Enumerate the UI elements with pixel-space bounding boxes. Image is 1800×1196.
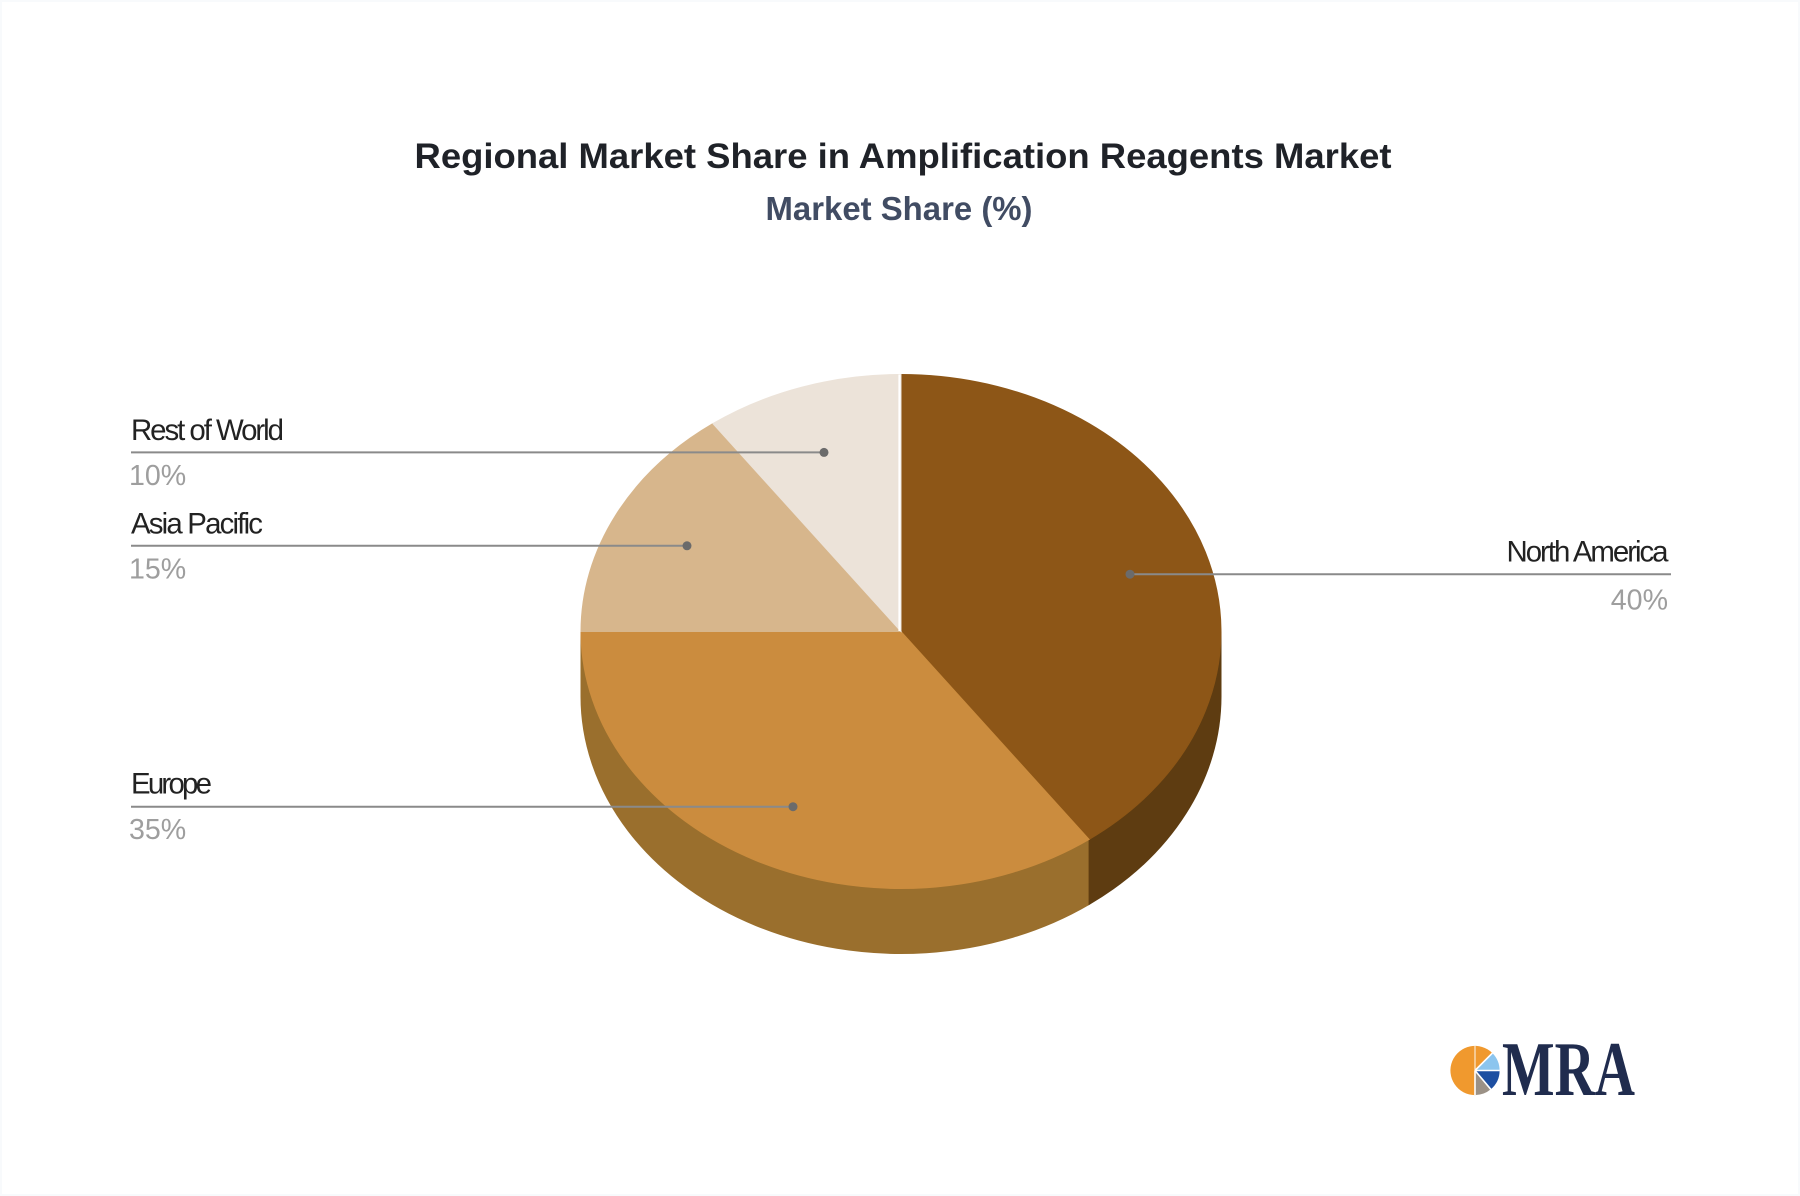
svg-text:35%: 35%: [129, 814, 186, 846]
svg-text:North America: North America: [1507, 536, 1670, 569]
svg-text:Regional Market Share in Ampli: Regional Market Share in Amplification R…: [415, 136, 1392, 176]
svg-text:Europe: Europe: [131, 767, 212, 800]
svg-text:10%: 10%: [129, 460, 186, 492]
svg-text:Rest of World: Rest of World: [131, 414, 284, 447]
svg-text:Market Share (%): Market Share (%): [766, 190, 1033, 227]
svg-text:MRA: MRA: [1502, 1026, 1635, 1112]
svg-text:40%: 40%: [1611, 584, 1668, 616]
svg-text:15%: 15%: [129, 554, 186, 586]
svg-text:Asia Pacific: Asia Pacific: [131, 507, 263, 540]
